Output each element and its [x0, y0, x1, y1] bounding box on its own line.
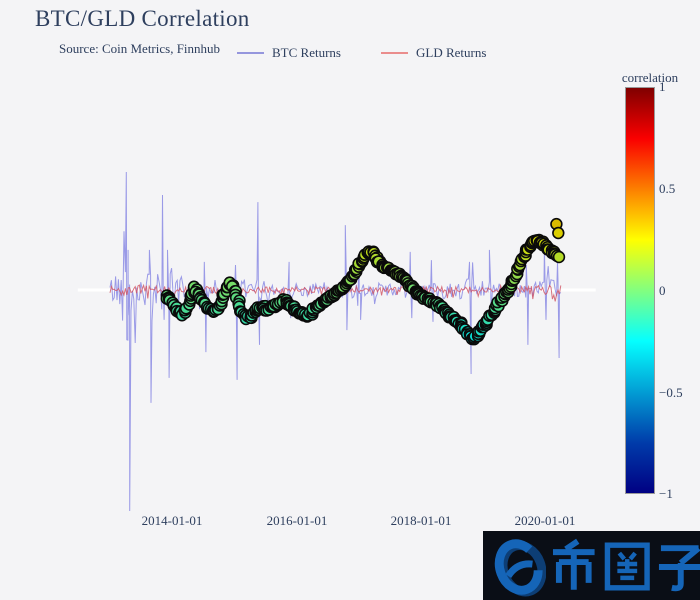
gld-line-swatch — [380, 52, 408, 54]
scatter-point — [552, 250, 566, 264]
btc-line-swatch — [237, 52, 264, 54]
btc-returns-line — [109, 171, 562, 512]
page-title: BTC/GLD Correlation — [35, 6, 250, 31]
legend-label: BTC Returns — [272, 45, 341, 60]
colorbar — [625, 87, 655, 494]
correlation-scatter — [160, 217, 566, 346]
legend-item-gld-returns[interactable]: GLD Returns — [380, 45, 487, 61]
biquanzi-logo-text — [553, 538, 700, 591]
legend-label: GLD Returns — [415, 45, 487, 60]
char-bi — [553, 538, 596, 590]
char-quan-inner — [617, 551, 638, 580]
colorbar-tick: −1 — [659, 486, 673, 501]
x-axis-tick-2020: 2020-01-01 — [514, 513, 576, 528]
biquanzi-watermark — [483, 531, 700, 600]
char-zi — [659, 544, 700, 591]
x-axis-tick-2018: 2018-01-01 — [390, 513, 452, 528]
colorbar-tick: −0.5 — [659, 385, 683, 400]
char-quan — [605, 541, 651, 591]
x-axis-tick-2014: 2014-01-01 — [141, 513, 203, 528]
colorbar-tick: 1 — [659, 79, 666, 94]
legend: BTC Returns GLD Returns — [237, 45, 486, 61]
coin-logo-icon — [494, 538, 547, 596]
scatter-point — [552, 226, 565, 240]
legend-item-btc-returns[interactable]: BTC Returns — [237, 45, 341, 61]
colorbar-title: correlation — [621, 70, 679, 85]
colorbar-tick: 0.5 — [659, 181, 676, 196]
x-axis-tick-2016: 2016-01-01 — [266, 513, 328, 528]
chart-subtitle: Source: Coin Metrics, Finnhub — [59, 41, 221, 56]
colorbar-tick: 0 — [659, 283, 666, 298]
